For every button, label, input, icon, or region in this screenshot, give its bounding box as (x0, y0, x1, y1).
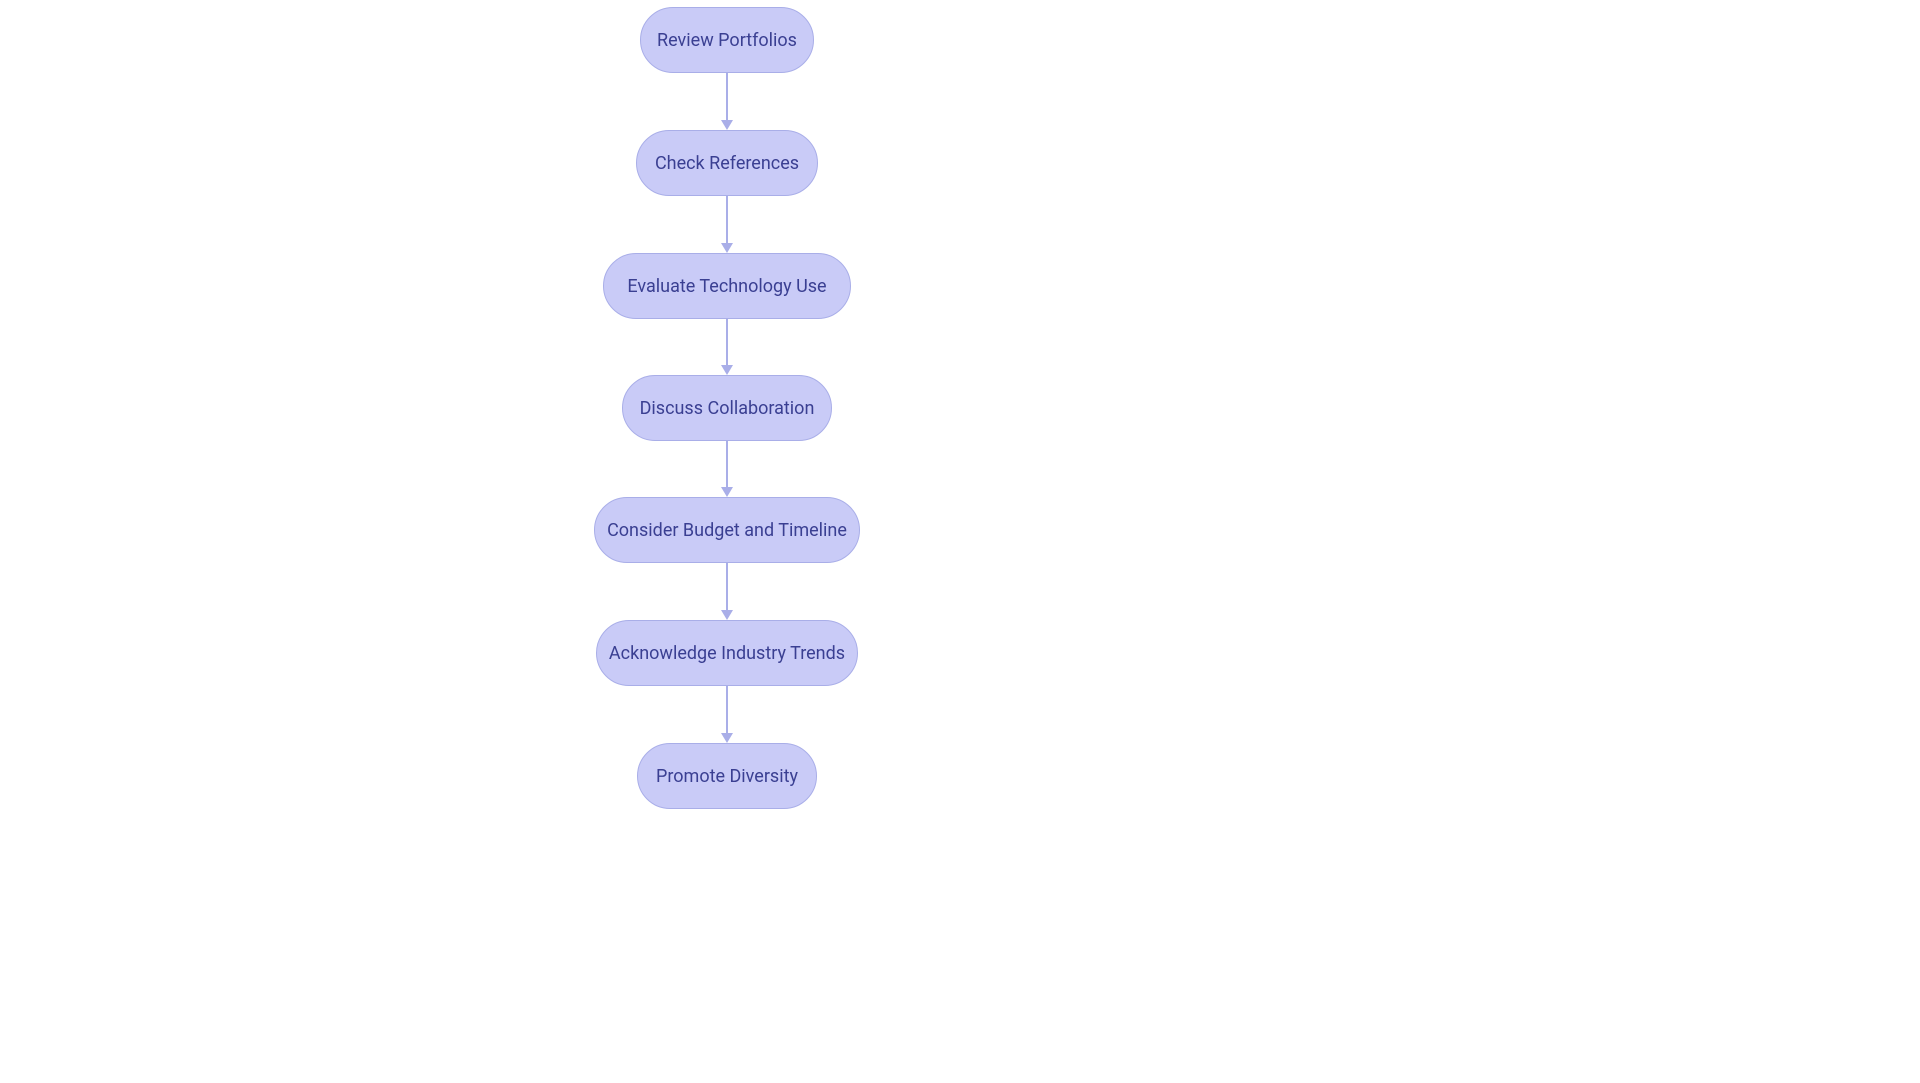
flowchart-canvas: Review Portfolios Check References Evaluat… (0, 0, 1920, 1083)
flow-edge (715, 686, 739, 743)
flow-node-label: Check References (655, 153, 799, 174)
flow-node: Discuss Collaboration (622, 375, 832, 441)
flow-node-label: Review Portfolios (657, 30, 797, 51)
flow-node-label: Acknowledge Industry Trends (609, 643, 845, 664)
flow-edge (715, 319, 739, 375)
flow-node-label: Promote Diversity (656, 766, 798, 787)
flow-node: Review Portfolios (640, 7, 814, 73)
flow-edge (715, 73, 739, 130)
flow-node-label: Consider Budget and Timeline (607, 520, 847, 541)
flow-edge (715, 563, 739, 620)
flow-edge (715, 441, 739, 497)
flow-node: Promote Diversity (637, 743, 817, 809)
flow-node-label: Discuss Collaboration (640, 398, 815, 419)
flow-node: Consider Budget and Timeline (594, 497, 860, 563)
flow-node: Evaluate Technology Use (603, 253, 851, 319)
flow-node-label: Evaluate Technology Use (627, 276, 826, 297)
flow-node: Acknowledge Industry Trends (596, 620, 858, 686)
flow-edge (715, 196, 739, 253)
flow-node: Check References (636, 130, 818, 196)
